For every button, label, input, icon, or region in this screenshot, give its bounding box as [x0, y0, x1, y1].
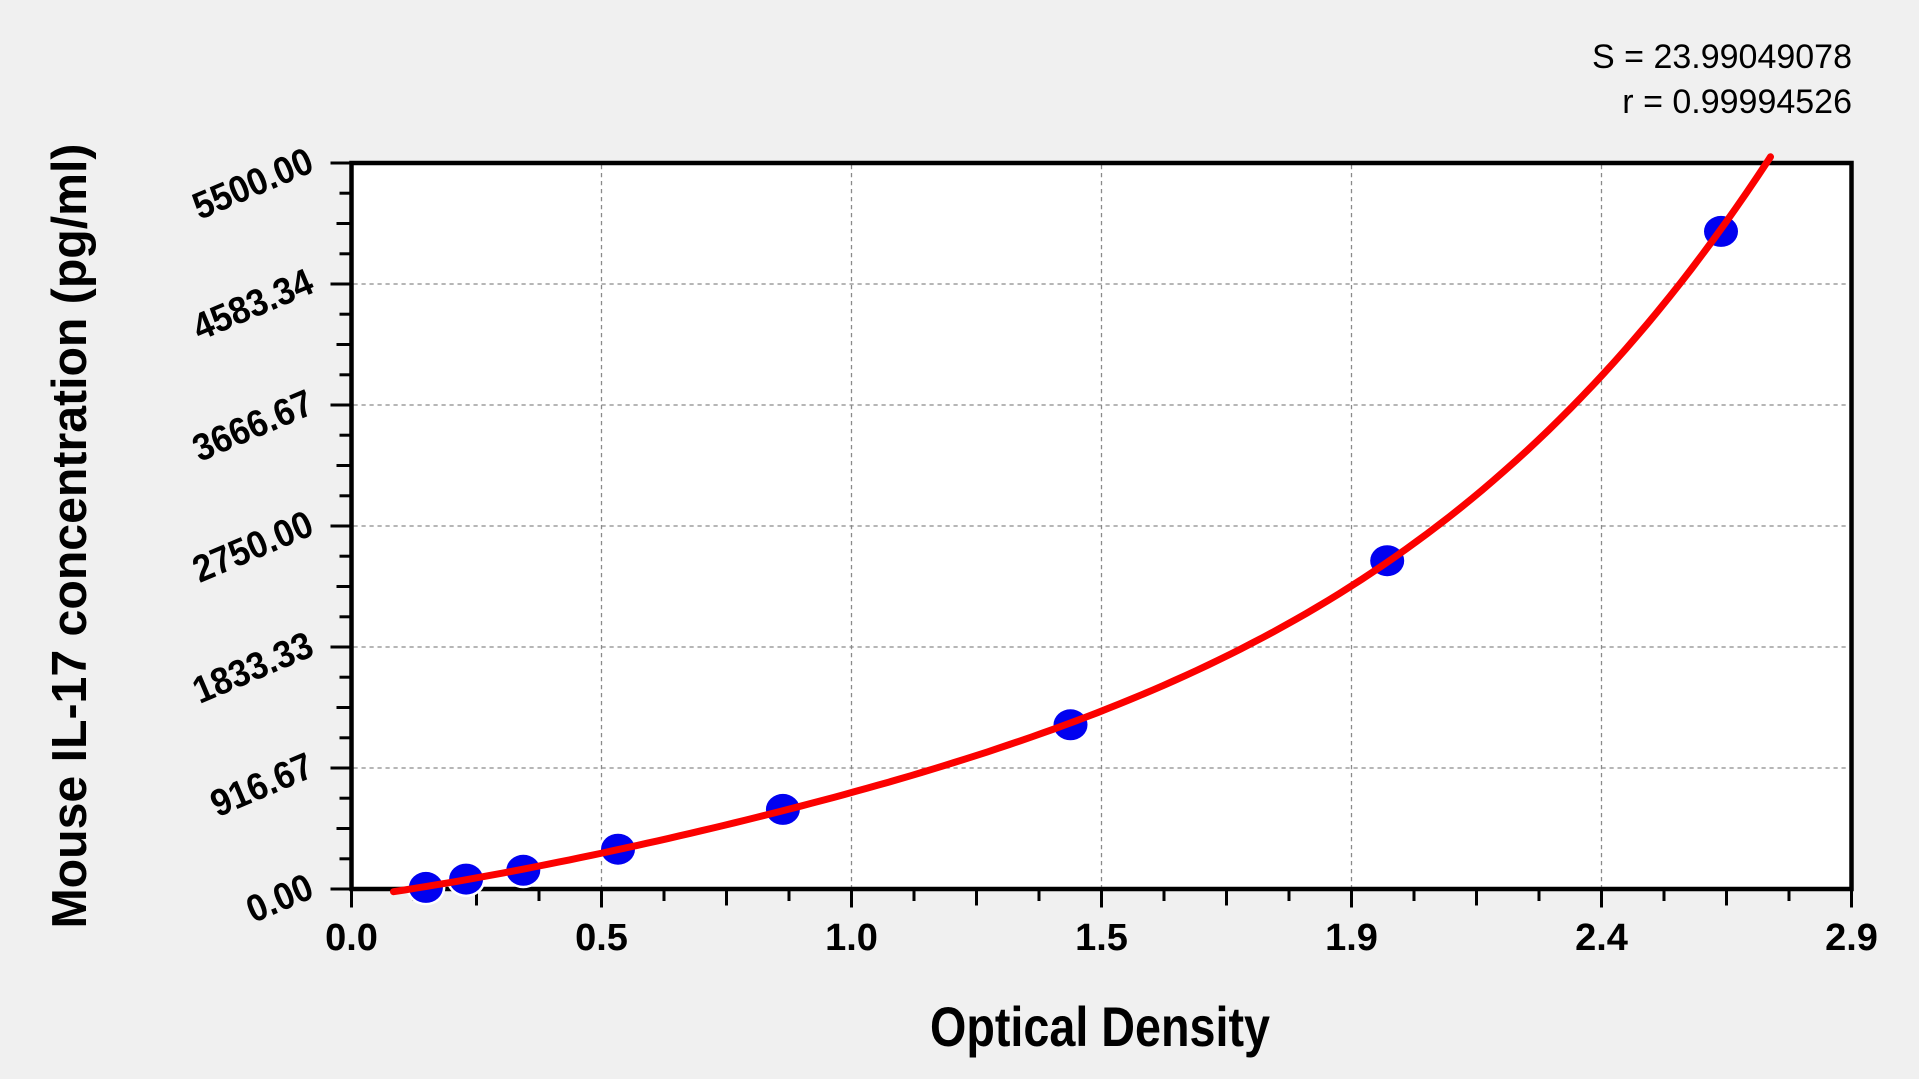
- svg-text:1.9: 1.9: [1325, 917, 1378, 959]
- svg-text:1.5: 1.5: [1075, 917, 1128, 959]
- svg-text:2.9: 2.9: [1825, 917, 1878, 959]
- svg-text:S = 23.99049078: S = 23.99049078: [1592, 38, 1852, 76]
- svg-text:2.4: 2.4: [1575, 917, 1628, 959]
- svg-text:Optical Density: Optical Density: [930, 995, 1270, 1058]
- svg-text:1.0: 1.0: [825, 917, 878, 959]
- svg-text:0.0: 0.0: [325, 917, 378, 959]
- svg-text:0.5: 0.5: [575, 917, 628, 959]
- svg-text:r = 0.99994526: r = 0.99994526: [1622, 83, 1852, 121]
- svg-text:Mouse IL-17 concentration (pg/: Mouse IL-17 concentration (pg/ml): [42, 144, 97, 929]
